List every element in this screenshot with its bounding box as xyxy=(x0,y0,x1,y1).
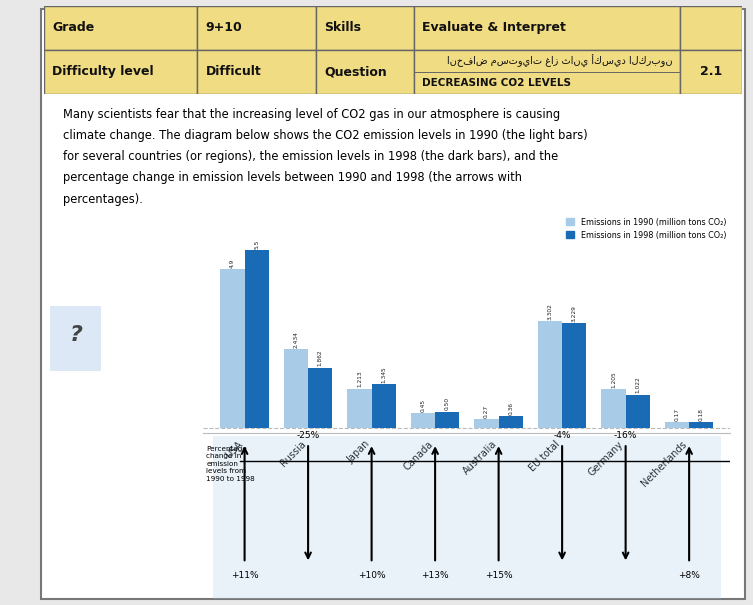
Legend: Emissions in 1990 (million tons CO₂), Emissions in 1998 (million tons CO₂): Emissions in 1990 (million tons CO₂), Em… xyxy=(566,218,727,240)
Text: +10%: +10% xyxy=(358,571,386,580)
Bar xyxy=(414,50,679,94)
Bar xyxy=(404,436,467,599)
Bar xyxy=(197,6,316,50)
Bar xyxy=(44,50,197,94)
Text: 3.229: 3.229 xyxy=(572,306,577,322)
Bar xyxy=(414,6,679,50)
Bar xyxy=(316,50,414,94)
Text: 9+10: 9+10 xyxy=(206,22,242,34)
Text: ?: ? xyxy=(69,325,82,345)
Text: for several countries (or regions), the emission levels in 1998 (the dark bars),: for several countries (or regions), the … xyxy=(63,150,559,163)
Bar xyxy=(284,349,308,428)
Text: Grade: Grade xyxy=(52,22,94,34)
Bar xyxy=(213,436,276,599)
Text: percentages).: percentages). xyxy=(63,193,143,206)
Bar xyxy=(530,436,594,599)
Bar xyxy=(657,436,721,599)
Text: Difficult: Difficult xyxy=(206,65,261,78)
Text: +15%: +15% xyxy=(485,571,513,580)
Bar xyxy=(316,6,414,50)
Text: 1.205: 1.205 xyxy=(611,371,616,388)
Text: 0.27: 0.27 xyxy=(484,405,489,417)
Text: 2.434: 2.434 xyxy=(294,331,298,348)
Bar xyxy=(562,324,587,428)
Bar xyxy=(665,422,689,428)
Bar xyxy=(689,422,713,428)
Text: 0.18: 0.18 xyxy=(699,408,704,420)
Bar xyxy=(245,250,269,428)
Bar xyxy=(679,6,742,50)
Text: +11%: +11% xyxy=(230,571,258,580)
Text: 1.345: 1.345 xyxy=(381,366,386,383)
Text: +13%: +13% xyxy=(421,571,449,580)
Text: 2.1: 2.1 xyxy=(700,65,722,78)
Bar xyxy=(411,413,435,428)
Bar xyxy=(602,389,626,428)
Bar xyxy=(435,411,459,428)
Text: 0.45: 0.45 xyxy=(420,399,425,412)
Bar xyxy=(594,436,657,599)
Text: -16%: -16% xyxy=(614,431,637,440)
Text: climate change. The diagram below shows the CO2 emission levels in 1990 (the lig: climate change. The diagram below shows … xyxy=(63,129,588,142)
Text: 1.862: 1.862 xyxy=(318,350,323,366)
Text: 3.302: 3.302 xyxy=(547,303,553,320)
Bar xyxy=(626,394,650,428)
Text: 0.17: 0.17 xyxy=(675,408,679,421)
Text: Evaluate & Interpret: Evaluate & Interpret xyxy=(422,22,566,34)
Bar xyxy=(308,368,332,428)
Text: 0.50: 0.50 xyxy=(445,397,450,410)
Bar xyxy=(467,436,530,599)
Bar xyxy=(371,384,396,428)
Text: 0.36: 0.36 xyxy=(508,402,514,415)
Text: DECREASING CO2 LEVELS: DECREASING CO2 LEVELS xyxy=(422,78,572,88)
Bar xyxy=(538,321,562,428)
Text: percentage change in emission levels between 1990 and 1998 (the arrows with: percentage change in emission levels bet… xyxy=(63,171,523,185)
Text: 4.9: 4.9 xyxy=(230,259,235,268)
Bar xyxy=(221,269,245,428)
Text: انخفاض مستويات غاز ثاني أكسيد الكربون: انخفاض مستويات غاز ثاني أكسيد الكربون xyxy=(447,54,672,67)
Bar xyxy=(197,50,316,94)
Text: +8%: +8% xyxy=(678,571,700,580)
Bar xyxy=(276,436,340,599)
Text: Difficulty level: Difficulty level xyxy=(52,65,154,78)
Text: 1.022: 1.022 xyxy=(636,377,640,393)
Text: Many scientists fear that the increasing level of CO2 gas in our atmosphere is c: Many scientists fear that the increasing… xyxy=(63,108,560,120)
Bar xyxy=(498,416,523,428)
Text: 5.5: 5.5 xyxy=(255,240,259,249)
Text: -25%: -25% xyxy=(297,431,320,440)
Text: Percentage
change in
emission
levels from
1990 to 1998: Percentage change in emission levels fro… xyxy=(206,446,255,482)
Text: Question: Question xyxy=(325,65,387,78)
Bar xyxy=(44,6,197,50)
Bar xyxy=(340,436,404,599)
Text: -4%: -4% xyxy=(553,431,571,440)
Bar xyxy=(474,419,498,428)
Bar xyxy=(50,306,101,371)
Text: 1.213: 1.213 xyxy=(357,371,362,387)
Bar xyxy=(679,50,742,94)
Bar xyxy=(347,388,371,428)
Text: Skills: Skills xyxy=(325,22,361,34)
